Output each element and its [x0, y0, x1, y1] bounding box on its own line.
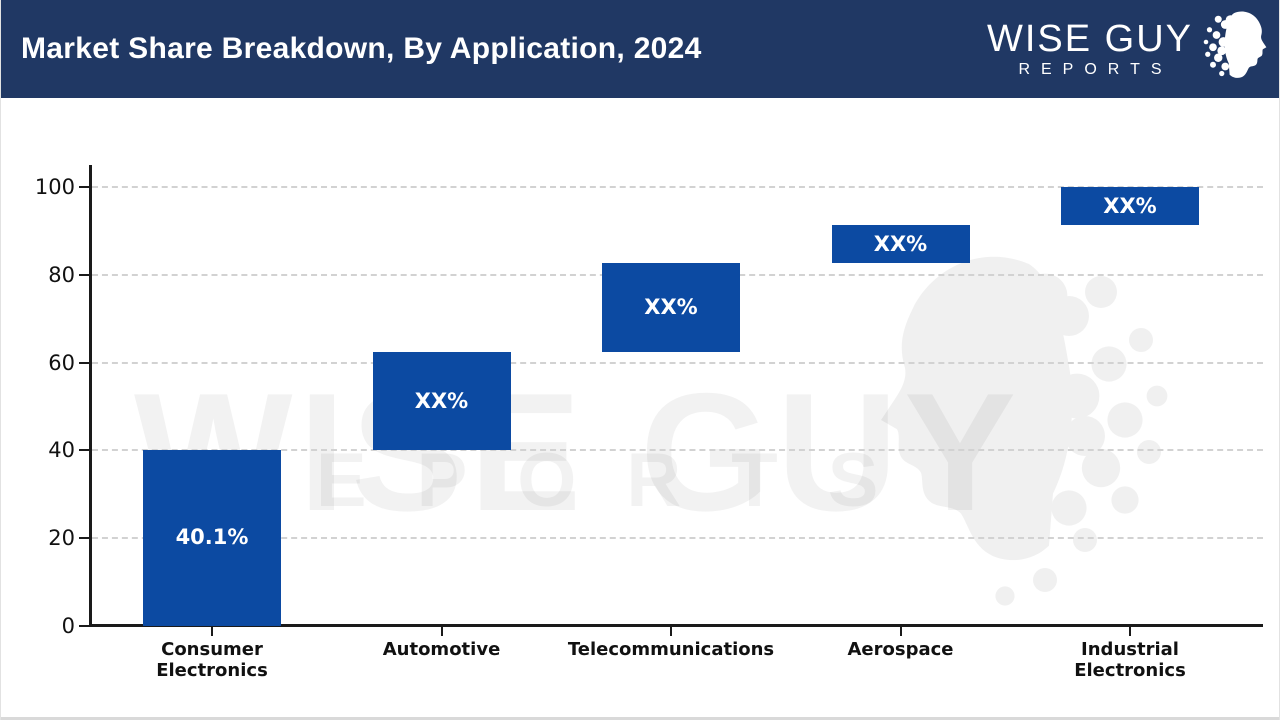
bar-automotive: XX% [372, 352, 511, 450]
y-axis-tick-label: 60 [48, 350, 75, 375]
logo-reports-label: REPORTS [1018, 61, 1173, 78]
logo-wiseguy-label: WISE GUY [986, 18, 1193, 60]
logo-text: WISE GUY REPORTS [987, 20, 1193, 78]
x-axis-tick [899, 627, 902, 636]
x-axis-tick [1129, 627, 1131, 636]
x-axis-line [89, 624, 1263, 627]
bar-value-label: XX% [644, 295, 698, 320]
bar-consumer-electronics: 40.1% [143, 449, 281, 626]
y-axis-tick [79, 625, 89, 627]
y-axis-tick-label: 80 [48, 262, 75, 287]
y-axis-tick-label: 40 [48, 438, 75, 463]
page-title: Market Share Breakdown, By Application, … [21, 32, 702, 65]
bar-industrial-electronics: XX% [1061, 187, 1199, 226]
gridline [92, 186, 1263, 188]
y-axis-tick [79, 449, 89, 452]
y-axis-tick [79, 186, 89, 188]
y-axis-tick-label: 0 [61, 614, 75, 638]
y-axis-line [89, 165, 92, 627]
y-axis-tick [79, 537, 89, 540]
y-axis-tick [79, 273, 89, 276]
gridline [92, 361, 1263, 364]
bar-aerospace: XX% [831, 225, 970, 264]
logo-head-icon [1203, 11, 1267, 78]
bar-value-label: XX% [1103, 193, 1157, 218]
bar-value-label: XX% [414, 388, 469, 413]
gridline [92, 537, 1263, 540]
bar-value-label: XX% [873, 231, 928, 256]
x-axis-label-aerospace: Aerospace [847, 639, 954, 660]
y-axis-tick [79, 361, 89, 364]
y-axis-tick-label: 20 [48, 526, 75, 551]
x-axis-tick [440, 627, 443, 636]
x-axis-label-automotive: Automotive [382, 639, 501, 660]
wise-guy-reports-logo: WISE GUY REPORTS [987, 0, 1269, 98]
bar-telecommunications: XX% [602, 263, 740, 353]
header-bar: Market Share Breakdown, By Application, … [1, 0, 1279, 98]
x-axis-label-telecommunications: Telecommunications [567, 639, 775, 660]
x-axis-label-consumer-electronics: Consumer Electronics [156, 639, 268, 681]
x-axis-label-industrial-electronics: Industrial Electronics [1074, 639, 1186, 681]
x-axis-tick [670, 627, 672, 636]
y-axis-tick-label: 100 [34, 175, 75, 199]
bar-value-label: 40.1% [175, 525, 249, 550]
gridline [92, 449, 1263, 452]
x-axis-tick [211, 627, 213, 636]
bottom-rule [1, 717, 1279, 720]
